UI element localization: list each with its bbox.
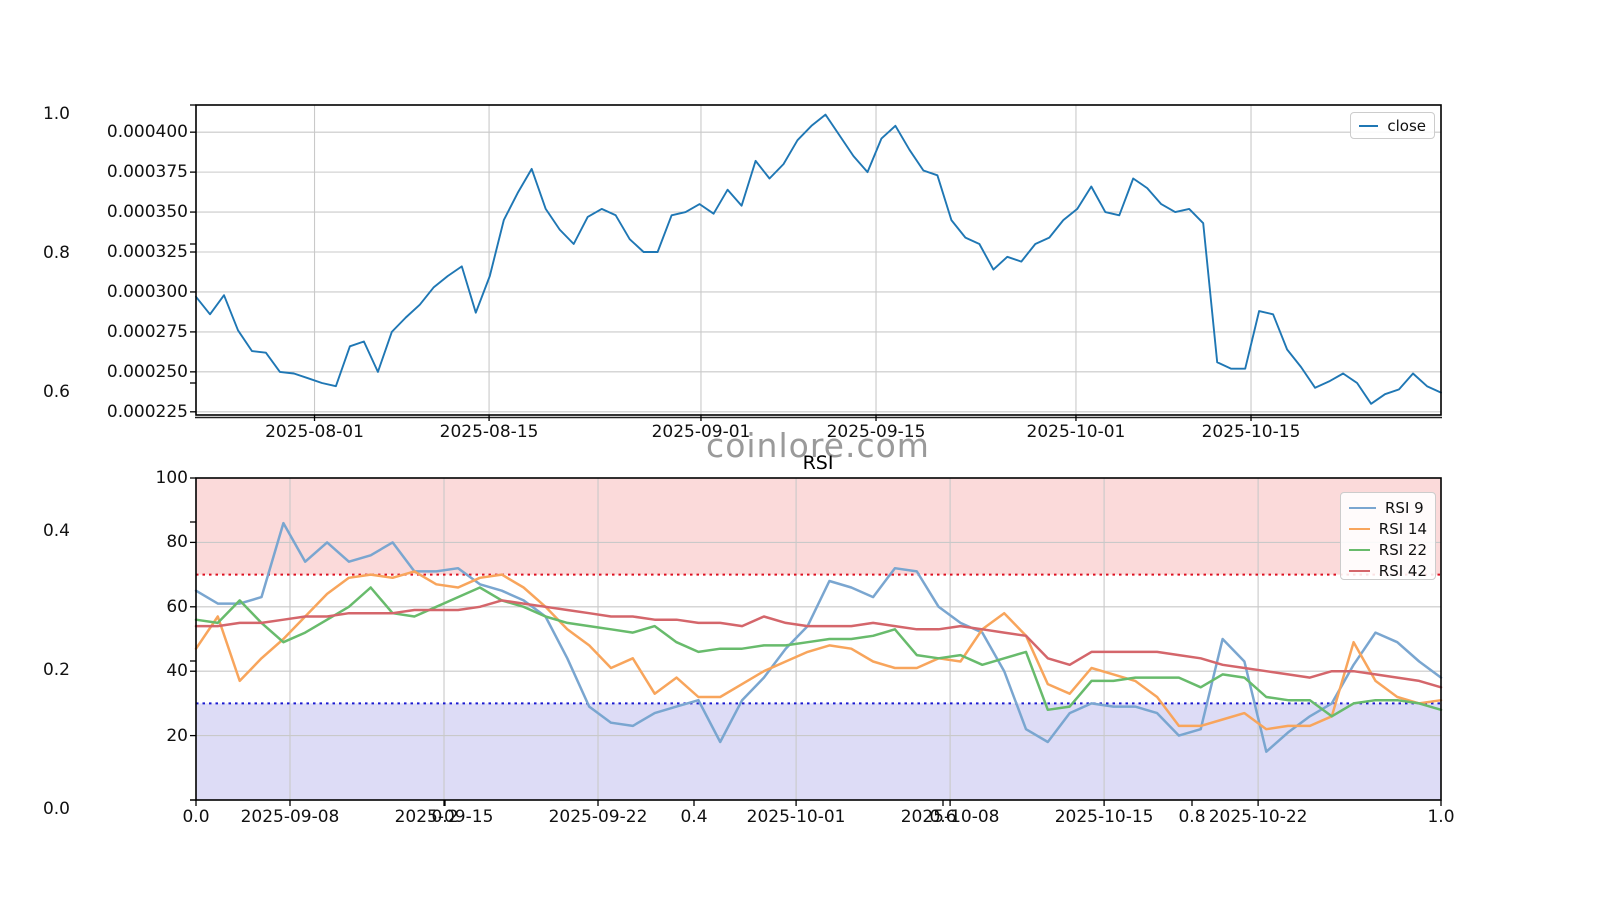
price-x-tick-label: 2025-08-01 bbox=[265, 422, 364, 442]
price-x-tick-label: 2025-09-01 bbox=[651, 422, 751, 442]
rsi-series-rsi-14 bbox=[194, 570, 1443, 731]
rsi-x-tick-label: 2025-09-15 bbox=[394, 807, 494, 827]
fraction-x-tick-label: 0.6 bbox=[929, 807, 957, 827]
fraction-y-tick-label: 0.4 bbox=[42, 521, 70, 541]
rsi-x-tick-label: 2025-10-01 bbox=[746, 807, 846, 827]
rsi-band-0-30 bbox=[196, 703, 1441, 800]
price-y-tick-label: 0.000400 bbox=[106, 122, 188, 143]
fraction-x-tick-label: 0.4 bbox=[680, 807, 708, 827]
price-y-tick-label: 0.000325 bbox=[106, 242, 188, 262]
rsi-y-tick-label: 100 bbox=[155, 468, 188, 488]
legend-item-rsi-22: RSI 22 bbox=[1349, 539, 1427, 560]
rsi-y-tick-label: 60 bbox=[166, 596, 188, 617]
legend-label: RSI 42 bbox=[1378, 561, 1427, 580]
legend-line-sample bbox=[1349, 527, 1370, 530]
legend-item-rsi-9: RSI 9 bbox=[1349, 497, 1427, 518]
fraction-y-tick-label: 0.8 bbox=[42, 243, 70, 263]
legend-label: RSI 9 bbox=[1385, 498, 1424, 517]
legend-item-rsi-42: RSI 42 bbox=[1349, 560, 1427, 581]
fraction-x-tick-label: 0.8 bbox=[1178, 807, 1206, 827]
price-y-tick-label: 0.000375 bbox=[106, 162, 188, 183]
price-legend: close bbox=[1350, 112, 1435, 139]
price-x-tick-label: 2025-08-15 bbox=[439, 422, 539, 442]
price-x-tick-label: 2025-09-15 bbox=[826, 422, 926, 442]
rsi-y-tick-label: 40 bbox=[166, 661, 188, 682]
price-x-tick-label: 2025-10-15 bbox=[1201, 422, 1301, 442]
legend-label: close bbox=[1387, 116, 1426, 135]
legend-label: RSI 22 bbox=[1378, 540, 1427, 559]
price-series-close bbox=[195, 113, 1442, 405]
rsi-x-tick-label: 2025-09-08 bbox=[240, 807, 340, 827]
rsi-x-tick-label: 2025-10-15 bbox=[1054, 807, 1154, 827]
fraction-y-tick-label: 0.0 bbox=[42, 799, 70, 819]
fraction-y-tick-label: 1.0 bbox=[42, 104, 70, 124]
price-y-tick-label: 0.000250 bbox=[106, 361, 188, 382]
rsi-x-tick-label: 2025-09-22 bbox=[548, 807, 648, 827]
price-y-tick-label: 0.000225 bbox=[106, 401, 188, 422]
fraction-y-tick-label: 0.2 bbox=[42, 660, 70, 680]
legend-line-sample bbox=[1359, 124, 1379, 127]
rsi-band-70-100 bbox=[196, 478, 1441, 575]
legend-line-sample bbox=[1349, 569, 1370, 572]
price-y-tick-label: 0.000350 bbox=[106, 202, 188, 223]
legend-item-close: close bbox=[1359, 115, 1426, 136]
fraction-x-tick-label: 1.0 bbox=[1427, 807, 1455, 827]
legend-line-sample bbox=[1349, 548, 1370, 551]
rsi-series-rsi-42 bbox=[194, 599, 1443, 689]
legend-label: RSI 14 bbox=[1378, 519, 1427, 538]
rsi-legend: RSI 9 RSI 14 RSI 22 RSI 42 bbox=[1340, 492, 1436, 580]
fraction-x-tick-label: 0.0 bbox=[182, 807, 210, 827]
price-y-tick-label: 0.000275 bbox=[106, 321, 188, 342]
price-plot-border bbox=[195, 104, 1442, 416]
rsi-y-tick-label: 20 bbox=[166, 725, 188, 746]
rsi-chart-title: RSI bbox=[802, 452, 834, 474]
watermark: coinlore.com bbox=[706, 426, 930, 465]
rsi-series-rsi-22 bbox=[194, 586, 1443, 718]
rsi-plot-border bbox=[195, 477, 1442, 801]
fraction-y-tick-label: 0.6 bbox=[42, 382, 70, 402]
rsi-x-tick-label: 2025-10-22 bbox=[1208, 807, 1308, 827]
legend-line-sample bbox=[1349, 506, 1376, 509]
rsi-series-rsi-9 bbox=[194, 521, 1443, 753]
rsi-x-tick-label: 2025-10-08 bbox=[900, 807, 1000, 827]
price-y-tick-label: 0.000300 bbox=[106, 281, 188, 302]
rsi-y-tick-label: 80 bbox=[166, 532, 188, 553]
fraction-x-tick-label: 0.2 bbox=[431, 807, 459, 827]
legend-item-rsi-14: RSI 14 bbox=[1349, 518, 1427, 539]
price-x-tick-label: 2025-10-01 bbox=[1026, 422, 1126, 442]
